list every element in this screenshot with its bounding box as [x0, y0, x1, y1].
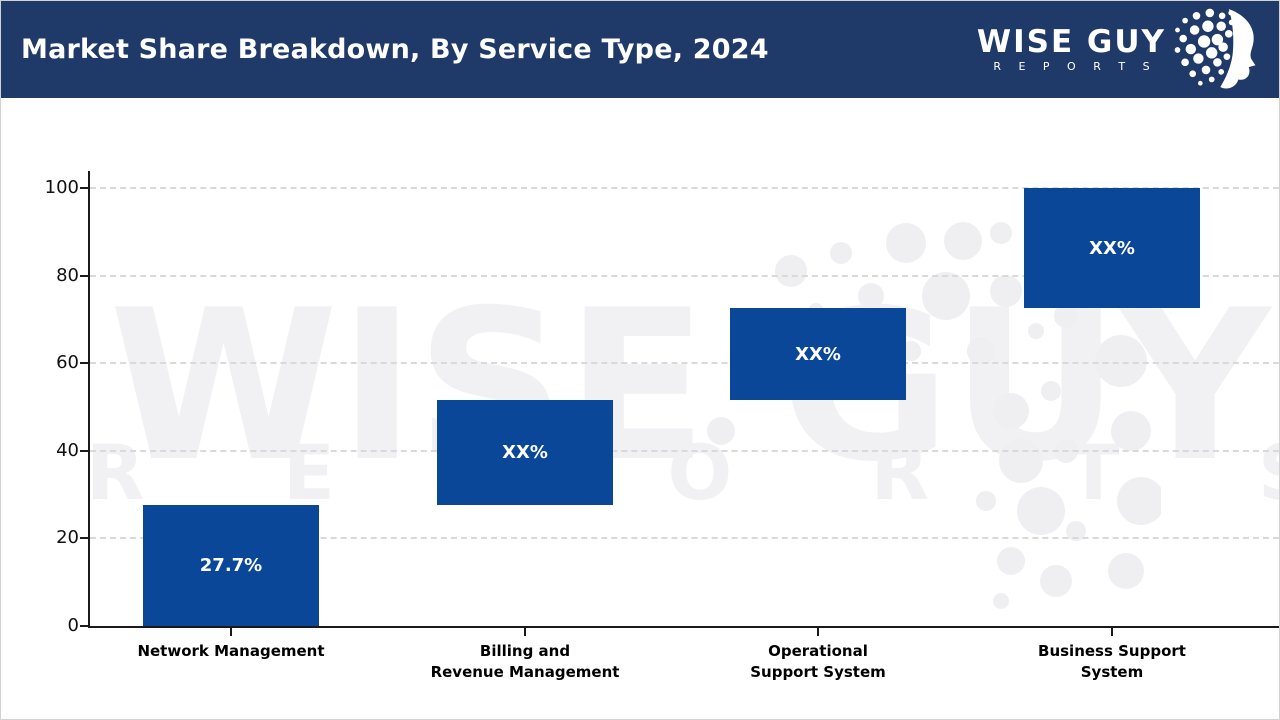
y-tick-label: 0 [67, 615, 79, 636]
x-category-line: Operational [768, 642, 868, 660]
y-tick-label: 60 [56, 352, 79, 374]
x-category-line: Network Management [137, 642, 325, 660]
y-tick [80, 187, 88, 189]
watermark-reports: R E P O R T S [86, 428, 1280, 517]
bar-segment: XX% [1024, 188, 1200, 309]
bar-value-label: XX% [1089, 237, 1135, 259]
bar-value-label: XX% [795, 343, 841, 365]
bar-value-label: 27.7% [199, 554, 263, 576]
x-category-label: Billing and Revenue Management [375, 641, 675, 683]
gridline [90, 187, 1279, 189]
y-tick-label: 40 [56, 439, 79, 461]
x-category-label: Network Management [81, 641, 381, 662]
x-category-line: System [1080, 663, 1144, 681]
y-tick [80, 625, 88, 627]
y-tick [80, 274, 88, 277]
gridline [90, 537, 1279, 540]
y-tick-label: 20 [56, 527, 79, 549]
x-tick [230, 628, 232, 636]
y-axis-spine [88, 171, 90, 628]
wise-guy-logo: WISE GUY R E P O R T S [977, 7, 1263, 93]
x-axis-line [88, 626, 1279, 628]
bar-segment: 27.7% [143, 504, 319, 626]
header-bar: Market Share Breakdown, By Service Type,… [1, 1, 1279, 98]
gridline [90, 449, 1279, 452]
x-tick [1111, 628, 1113, 636]
y-tick [80, 537, 88, 540]
bar-segment: XX% [437, 400, 613, 505]
x-category-line: Billing and [479, 642, 571, 660]
x-tick [524, 628, 526, 636]
y-tick-label: 100 [44, 177, 79, 198]
x-category-label: Operational Support System [668, 641, 968, 683]
waterfall-chart: WISE GUY R E P O R T S 27.7% XX% XX% XX% 0 20… [1, 98, 1280, 719]
x-tick [817, 628, 819, 636]
gridline [90, 362, 1279, 365]
bar-value-label: XX% [502, 442, 548, 464]
x-category-line: Support System [750, 663, 886, 681]
y-tick-label: 80 [56, 264, 79, 286]
y-tick [80, 362, 88, 365]
gridline [90, 274, 1279, 277]
logo-wordmark: WISE GUY [976, 23, 1166, 60]
logo-subtitle: R E P O R T S [993, 59, 1157, 73]
y-tick [80, 449, 88, 452]
logo-head-dots-icon [1174, 8, 1256, 89]
page-title: Market Share Breakdown, By Service Type,… [21, 34, 769, 65]
x-category-line: Revenue Management [430, 663, 620, 681]
bar-segment: XX% [730, 308, 906, 401]
x-category-line: Business Support [1038, 642, 1186, 660]
x-category-label: Business Support System [962, 641, 1262, 683]
